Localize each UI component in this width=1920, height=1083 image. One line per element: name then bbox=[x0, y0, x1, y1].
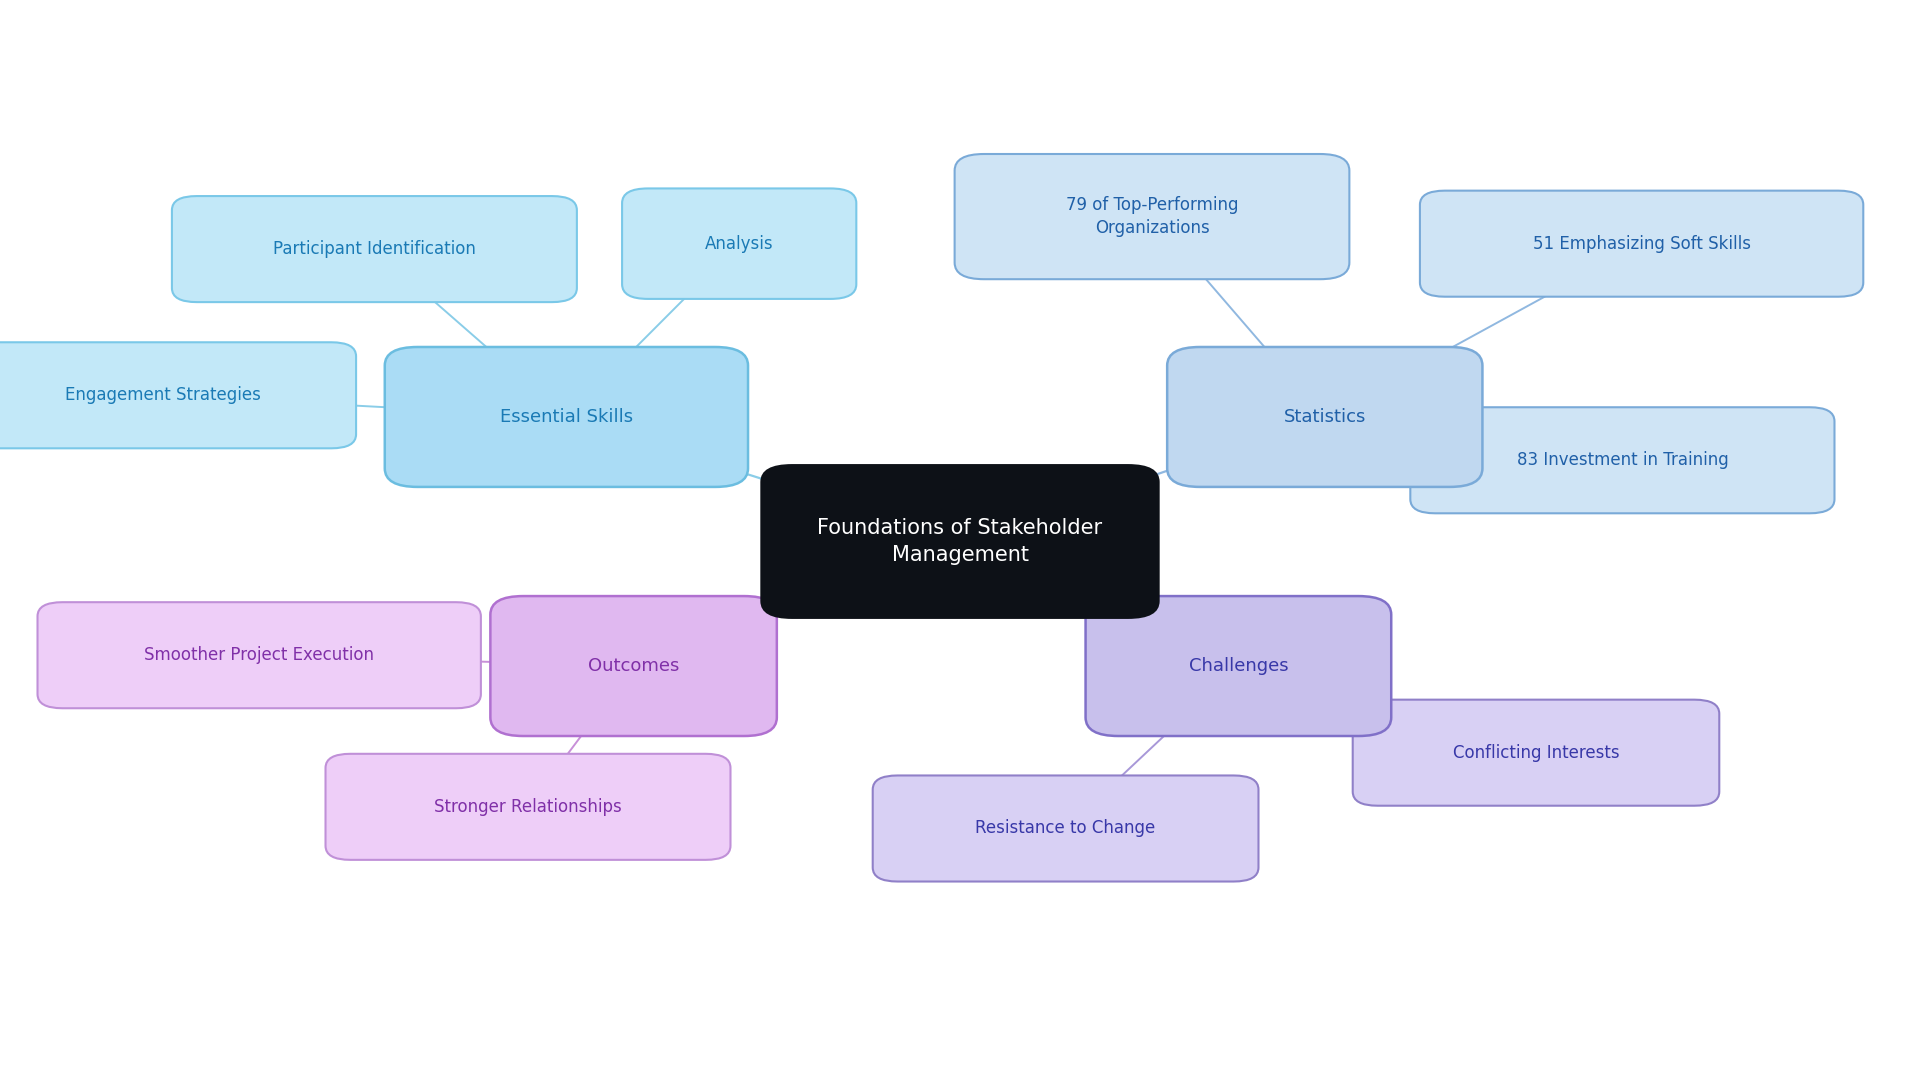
Text: 83 Investment in Training: 83 Investment in Training bbox=[1517, 452, 1728, 469]
FancyBboxPatch shape bbox=[326, 754, 730, 860]
FancyBboxPatch shape bbox=[622, 188, 856, 299]
Text: Analysis: Analysis bbox=[705, 235, 774, 252]
Text: Engagement Strategies: Engagement Strategies bbox=[65, 387, 261, 404]
Text: 51 Emphasizing Soft Skills: 51 Emphasizing Soft Skills bbox=[1532, 235, 1751, 252]
FancyBboxPatch shape bbox=[0, 342, 355, 448]
Text: 79 of Top-Performing
Organizations: 79 of Top-Performing Organizations bbox=[1066, 196, 1238, 237]
Text: Stronger Relationships: Stronger Relationships bbox=[434, 798, 622, 815]
Text: Smoother Project Execution: Smoother Project Execution bbox=[144, 647, 374, 664]
Text: Essential Skills: Essential Skills bbox=[499, 408, 634, 426]
Text: Participant Identification: Participant Identification bbox=[273, 240, 476, 258]
FancyBboxPatch shape bbox=[954, 154, 1350, 279]
FancyBboxPatch shape bbox=[1354, 700, 1718, 806]
FancyBboxPatch shape bbox=[384, 347, 749, 487]
Text: Resistance to Change: Resistance to Change bbox=[975, 820, 1156, 837]
Text: Challenges: Challenges bbox=[1188, 657, 1288, 675]
FancyBboxPatch shape bbox=[1411, 407, 1834, 513]
FancyBboxPatch shape bbox=[760, 465, 1160, 619]
FancyBboxPatch shape bbox=[490, 596, 778, 736]
Text: Outcomes: Outcomes bbox=[588, 657, 680, 675]
Text: Statistics: Statistics bbox=[1284, 408, 1365, 426]
FancyBboxPatch shape bbox=[38, 602, 480, 708]
FancyBboxPatch shape bbox=[173, 196, 576, 302]
Text: Conflicting Interests: Conflicting Interests bbox=[1453, 744, 1619, 761]
FancyBboxPatch shape bbox=[1421, 191, 1862, 297]
FancyBboxPatch shape bbox=[1167, 347, 1482, 487]
FancyBboxPatch shape bbox=[874, 775, 1258, 882]
FancyBboxPatch shape bbox=[1085, 596, 1392, 736]
Text: Foundations of Stakeholder
Management: Foundations of Stakeholder Management bbox=[818, 519, 1102, 564]
